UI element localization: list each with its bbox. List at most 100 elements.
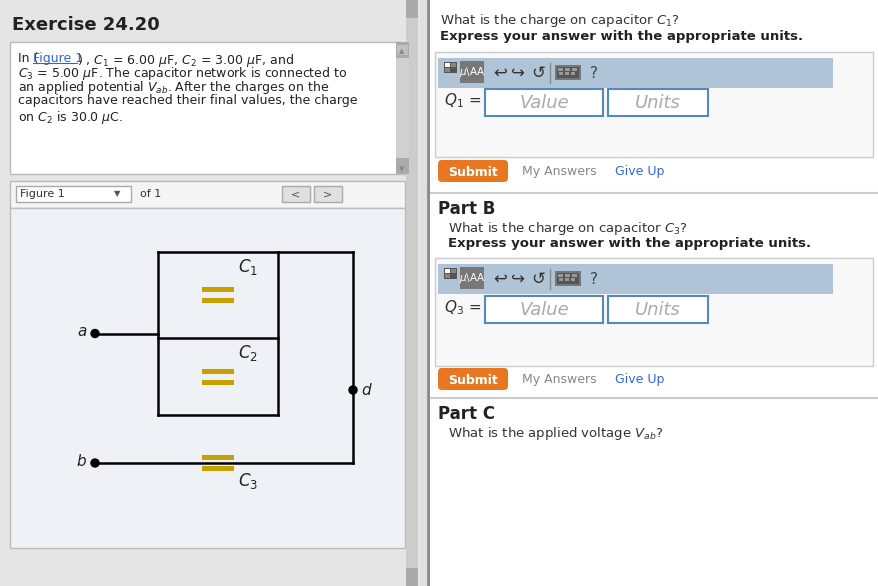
FancyBboxPatch shape — [437, 160, 507, 182]
Bar — [485, 296, 602, 323]
Text: My Answers: My Answers — [522, 373, 596, 387]
Text: What is the charge on capacitor $C_3$?: What is the charge on capacitor $C_3$? — [448, 220, 687, 237]
Text: ) , $C_1$ = 6.00 $\mu$F, $C_2$ = 3.00 $\mu$F, and: ) , $C_1$ = 6.00 $\mu$F, $C_2$ = 3.00 $\… — [77, 52, 294, 69]
Bar — [406, 0, 418, 586]
Bar — [558, 68, 563, 71]
Text: Express your answer with the appropriate units.: Express your answer with the appropriate… — [448, 237, 810, 250]
Text: Units: Units — [634, 94, 680, 112]
Text: ?: ? — [589, 66, 597, 80]
Bar — [450, 68, 456, 72]
Text: ↺: ↺ — [530, 270, 544, 288]
Bar — [565, 68, 569, 71]
Bar — [396, 158, 408, 174]
Bar — [565, 274, 569, 277]
Text: capacitors have reached their final values, the charge: capacitors have reached their final valu… — [18, 94, 357, 107]
Text: Value: Value — [519, 94, 568, 112]
Text: Part C: Part C — [437, 405, 494, 423]
Bar — [437, 58, 832, 88]
Text: Express your answer with the appropriate units.: Express your answer with the appropriate… — [440, 30, 802, 43]
Bar — [202, 287, 234, 292]
Text: <: < — [291, 189, 300, 199]
Text: What is the applied voltage $V_{ab}$?: What is the applied voltage $V_{ab}$? — [448, 425, 663, 442]
Bar — [571, 278, 574, 281]
Circle shape — [349, 386, 356, 394]
Bar — [435, 52, 872, 157]
Text: $C_3$: $C_3$ — [238, 471, 258, 491]
Bar — [450, 63, 456, 67]
Text: What is the charge on capacitor $C_1$?: What is the charge on capacitor $C_1$? — [440, 12, 679, 29]
Bar — [443, 268, 457, 279]
Bar — [10, 42, 405, 174]
Text: ↪: ↪ — [510, 64, 524, 82]
Text: ▼: ▼ — [399, 166, 404, 172]
Text: Submit: Submit — [448, 165, 497, 179]
Bar — [10, 181, 405, 208]
Bar — [558, 274, 563, 277]
Bar — [558, 278, 563, 281]
Bar — [444, 63, 450, 67]
Bar — [572, 274, 576, 277]
Bar — [450, 274, 456, 278]
Text: Submit: Submit — [448, 373, 497, 387]
Text: ↪: ↪ — [510, 270, 524, 288]
Bar — [429, 0, 878, 586]
Text: >: > — [323, 189, 332, 199]
Text: My Answers: My Answers — [522, 165, 596, 179]
Bar — [444, 68, 450, 72]
Text: Value: Value — [519, 301, 568, 319]
Text: ↺: ↺ — [530, 64, 544, 82]
Text: on $C_2$ is 30.0 $\mu$C.: on $C_2$ is 30.0 $\mu$C. — [18, 108, 123, 125]
Bar — [428, 0, 429, 586]
Text: Figure 1: Figure 1 — [20, 189, 65, 199]
Text: $\mu$\AA: $\mu$\AA — [458, 271, 485, 285]
Bar — [485, 89, 602, 116]
Bar — [571, 72, 574, 75]
Bar — [10, 208, 405, 548]
Bar — [16, 186, 131, 202]
Text: $d$: $d$ — [361, 382, 372, 398]
Bar — [313, 186, 342, 202]
Text: $C_1$: $C_1$ — [238, 257, 257, 277]
Text: ↩: ↩ — [493, 270, 507, 288]
Text: Part B: Part B — [437, 200, 495, 218]
Text: Figure 1: Figure 1 — [33, 52, 83, 65]
Bar — [202, 369, 234, 373]
Bar — [558, 72, 563, 75]
Bar — [608, 89, 707, 116]
Text: Give Up: Give Up — [615, 165, 664, 179]
Bar — [406, 568, 418, 586]
Bar — [557, 67, 579, 78]
Bar — [459, 267, 484, 289]
Bar — [608, 296, 707, 323]
Text: In (: In ( — [18, 52, 39, 65]
Text: an applied potential $V_{ab}$. After the charges on the: an applied potential $V_{ab}$. After the… — [18, 80, 329, 97]
Text: $\mu$\AA: $\mu$\AA — [458, 65, 485, 79]
Text: ▼: ▼ — [113, 189, 120, 199]
Bar — [572, 68, 576, 71]
Bar — [202, 455, 234, 460]
Bar — [437, 264, 832, 294]
Bar — [443, 62, 457, 73]
FancyBboxPatch shape — [437, 368, 507, 390]
Bar — [554, 271, 580, 286]
Text: ?: ? — [589, 271, 597, 287]
Circle shape — [91, 329, 99, 338]
Bar — [0, 0, 420, 586]
Bar — [202, 466, 234, 471]
Bar — [554, 65, 580, 80]
Bar — [444, 269, 450, 273]
Bar — [202, 380, 234, 384]
Text: $C_3$ = 5.00 $\mu$F. The capacitor network is connected to: $C_3$ = 5.00 $\mu$F. The capacitor netwo… — [18, 65, 347, 82]
Text: Give Up: Give Up — [615, 373, 664, 387]
Bar — [450, 269, 456, 273]
Bar — [565, 278, 568, 281]
Circle shape — [91, 459, 99, 467]
Bar — [565, 72, 568, 75]
Bar — [396, 42, 408, 174]
Text: Units: Units — [634, 301, 680, 319]
Text: $Q_1$ =: $Q_1$ = — [443, 91, 480, 110]
Bar — [202, 298, 234, 303]
Bar — [282, 186, 310, 202]
Bar — [459, 61, 484, 83]
Text: ↩: ↩ — [493, 64, 507, 82]
